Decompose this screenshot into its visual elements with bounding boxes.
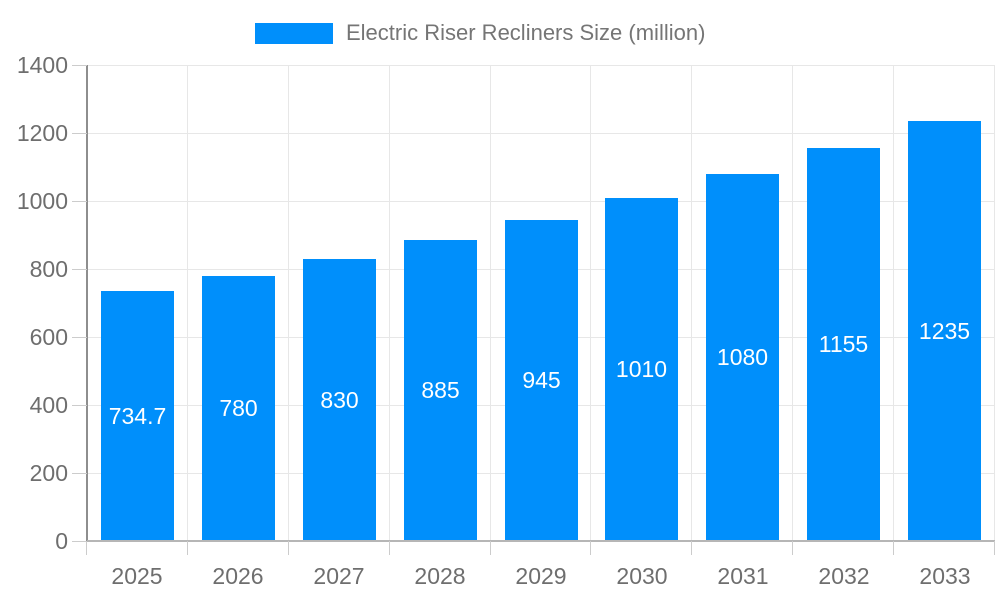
bar: 1080	[706, 174, 779, 541]
x-axis-tick	[490, 541, 491, 555]
x-tick-label: 2028	[414, 563, 466, 589]
y-axis-tick	[72, 405, 87, 406]
x-axis-tick	[187, 541, 188, 555]
x-axis-tick	[893, 541, 894, 555]
bar: 1155	[807, 148, 880, 541]
legend-swatch	[255, 22, 333, 44]
y-tick-label: 400	[29, 392, 68, 418]
x-axis-tick	[389, 541, 390, 555]
x-tick-label: 2029	[515, 563, 567, 589]
x-axis-line	[87, 540, 995, 542]
bar: 1235	[908, 121, 981, 541]
y-axis-line	[86, 65, 88, 541]
x-tick-label: 2026	[212, 563, 264, 589]
plot-area: 734.7 780 830 885 945 1010 1080 1155 1235 0 200 40…	[17, 52, 995, 589]
bar-layer: 734.7 780 830 885 945 1010 1080 1155 1235	[87, 65, 995, 541]
y-axis-tick	[72, 133, 87, 134]
bar: 885	[404, 240, 477, 541]
h-gridline	[87, 65, 995, 66]
bar-value-label: 1010	[615, 356, 668, 382]
y-tick-label: 1000	[16, 188, 68, 214]
y-axis-tick	[72, 65, 87, 66]
v-gridline	[590, 65, 591, 541]
y-axis-tick	[72, 473, 87, 474]
v-gridline	[792, 65, 793, 541]
h-gridline	[87, 133, 995, 134]
v-gridline	[389, 65, 390, 541]
x-axis-tick	[792, 541, 793, 555]
x-tick-label: 2033	[919, 563, 971, 589]
bar-value-label: 945	[522, 367, 561, 393]
bar-value-label: 830	[320, 386, 359, 413]
legend-item[interactable]: Electric Riser Recliners Size (million)	[255, 22, 705, 44]
y-tick-label: 1200	[16, 120, 68, 146]
y-tick-label: 600	[29, 324, 68, 350]
y-axis-tick	[72, 337, 87, 338]
x-tick-label: 2032	[818, 563, 870, 589]
bar-value-label: 1235	[918, 317, 971, 344]
v-gridline	[187, 65, 188, 541]
axis-layer	[72, 65, 995, 555]
legend-label: Electric Riser Recliners Size (million)	[346, 20, 706, 45]
y-tick-label: 1400	[16, 52, 68, 78]
y-tick-label: 0	[55, 528, 68, 554]
bar: 830	[303, 259, 376, 541]
bar: 734.7	[101, 291, 174, 541]
axis-label-layer: 0 200 400 600 800 1000 1200 1400 2025 2026 2027 202…	[17, 52, 995, 589]
x-axis-tick	[590, 541, 591, 555]
x-tick-label: 2031	[717, 563, 769, 589]
bar-value-label: 1155	[818, 331, 869, 357]
y-tick-label: 800	[29, 256, 68, 282]
x-axis-tick	[86, 541, 87, 555]
x-tick-label: 2025	[111, 563, 163, 589]
bar: 945	[505, 220, 578, 541]
bar: 780	[202, 276, 275, 541]
bar: 1010	[605, 198, 678, 541]
bar-value-label: 1080	[716, 344, 769, 370]
bar-value-label: 885	[421, 377, 460, 403]
y-axis-tick	[72, 269, 87, 270]
v-gridline	[994, 65, 995, 541]
x-tick-label: 2027	[313, 563, 365, 589]
v-gridline	[288, 65, 289, 541]
v-gridline	[691, 65, 692, 541]
x-tick-label: 2030	[616, 563, 668, 589]
x-axis-tick	[691, 541, 692, 555]
bar-value-label: 780	[219, 395, 258, 421]
h-gridline	[87, 201, 995, 202]
x-axis-tick	[288, 541, 289, 555]
v-gridline	[490, 65, 491, 541]
y-axis-tick	[72, 541, 87, 542]
x-axis-tick	[994, 541, 995, 555]
bar-value-label: 734.7	[108, 402, 167, 429]
y-axis-tick	[72, 201, 87, 202]
v-gridline	[893, 65, 894, 541]
y-tick-label: 200	[29, 460, 68, 486]
